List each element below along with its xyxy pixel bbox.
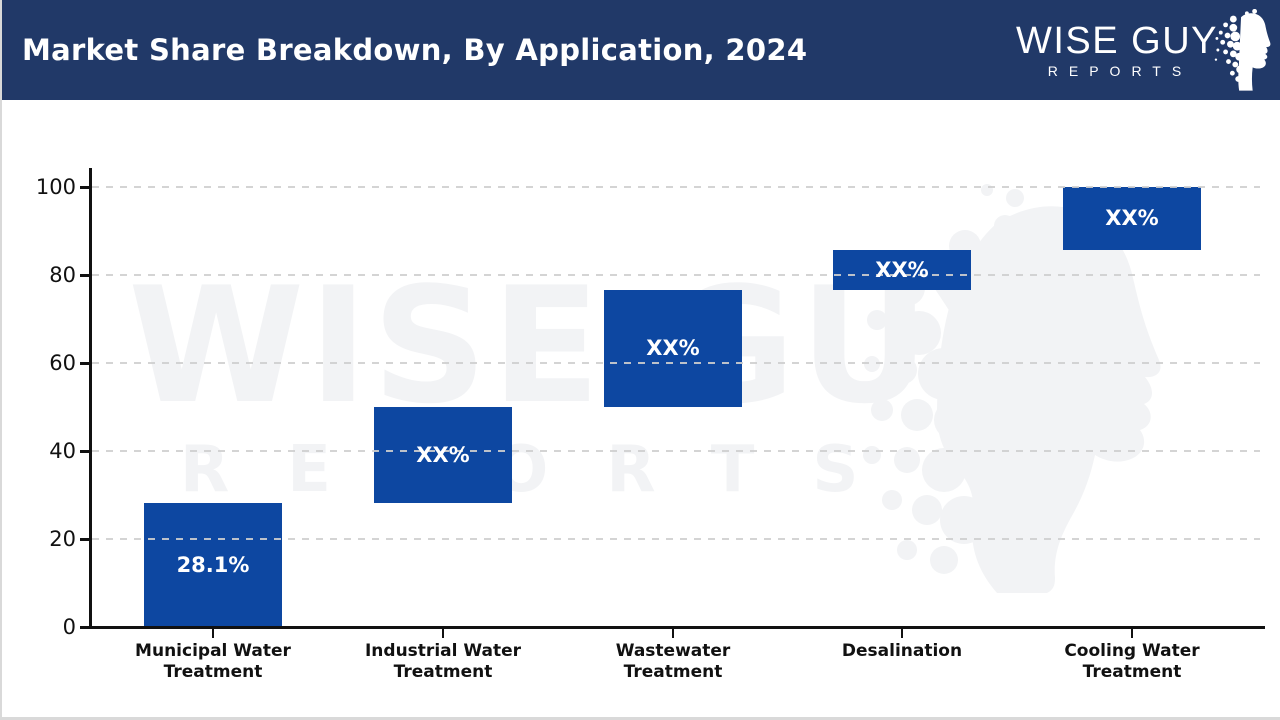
- logo-wordmark: WISE GUY: [1015, 19, 1218, 62]
- y-axis-line: [89, 168, 92, 629]
- logo-face-icon: [1214, 9, 1271, 91]
- y-tick-mark: [80, 450, 89, 453]
- x-category-label-line: Cooling Water: [1064, 641, 1200, 661]
- bar-segment: [604, 289, 742, 407]
- y-tick-label: 20: [49, 527, 76, 551]
- grid-line: [92, 274, 1260, 276]
- y-tick-mark: [80, 362, 89, 365]
- y-tick-mark: [80, 538, 89, 541]
- grid-line: [92, 186, 1260, 188]
- x-category-label-line: Wastewater: [615, 641, 731, 661]
- x-category-label-line: Treatment: [1082, 662, 1182, 682]
- y-tick-label: 80: [49, 263, 76, 287]
- x-tick-mark: [441, 629, 445, 638]
- y-tick-label: 100: [35, 175, 76, 199]
- x-category-label: Wastewater Treatment: [548, 641, 798, 683]
- bottom-border: [2, 717, 1280, 720]
- x-tick-mark: [1130, 629, 1134, 638]
- x-category-label-line: Desalination: [841, 641, 963, 661]
- x-tick-mark: [211, 629, 215, 638]
- bar-segment: [374, 407, 512, 504]
- x-tick-mark: [671, 629, 675, 638]
- y-tick-label: 40: [49, 439, 76, 463]
- x-axis-line: [89, 626, 1265, 629]
- wise-guy-logo: WISE GUY REPORTS: [1016, 0, 1272, 100]
- x-category-label: Cooling Water Treatment: [1007, 641, 1257, 683]
- y-tick-mark: [80, 626, 89, 629]
- x-category-label: Industrial Water Treatment: [318, 641, 568, 683]
- x-category-label-line: Treatment: [163, 662, 263, 682]
- bar-value-label: XX%: [646, 336, 700, 361]
- x-category-label-line: Municipal Water: [135, 641, 291, 661]
- grid-line: [92, 538, 1260, 540]
- y-tick-label: 0: [62, 615, 76, 639]
- x-category-label-line: Treatment: [393, 662, 493, 682]
- y-tick-mark: [80, 186, 89, 189]
- bar-value-label: XX%: [1105, 206, 1159, 231]
- x-category-label: Municipal Water Treatment: [88, 641, 338, 683]
- grid-line: [92, 362, 1260, 364]
- grid-line: [92, 450, 1260, 452]
- y-tick-mark: [80, 274, 89, 277]
- logo-wordmark-block: WISE GUY REPORTS: [1016, 22, 1218, 79]
- y-tick-label: 60: [49, 351, 76, 375]
- header-bar: Market Share Breakdown, By Application, …: [2, 0, 1280, 100]
- x-category-label: Desalination: [777, 641, 1027, 662]
- chart-title: Market Share Breakdown, By Application, …: [22, 33, 808, 67]
- x-tick-mark: [900, 629, 904, 638]
- bar-value-label: 28.1%: [176, 553, 250, 578]
- logo-tagline: REPORTS: [1047, 62, 1193, 79]
- x-category-label-line: Industrial Water: [364, 641, 522, 661]
- x-category-label-line: Treatment: [623, 662, 723, 682]
- bar-segment: [144, 503, 282, 627]
- bar-value-label: XX%: [875, 257, 929, 282]
- bar-value-label: XX%: [416, 443, 470, 468]
